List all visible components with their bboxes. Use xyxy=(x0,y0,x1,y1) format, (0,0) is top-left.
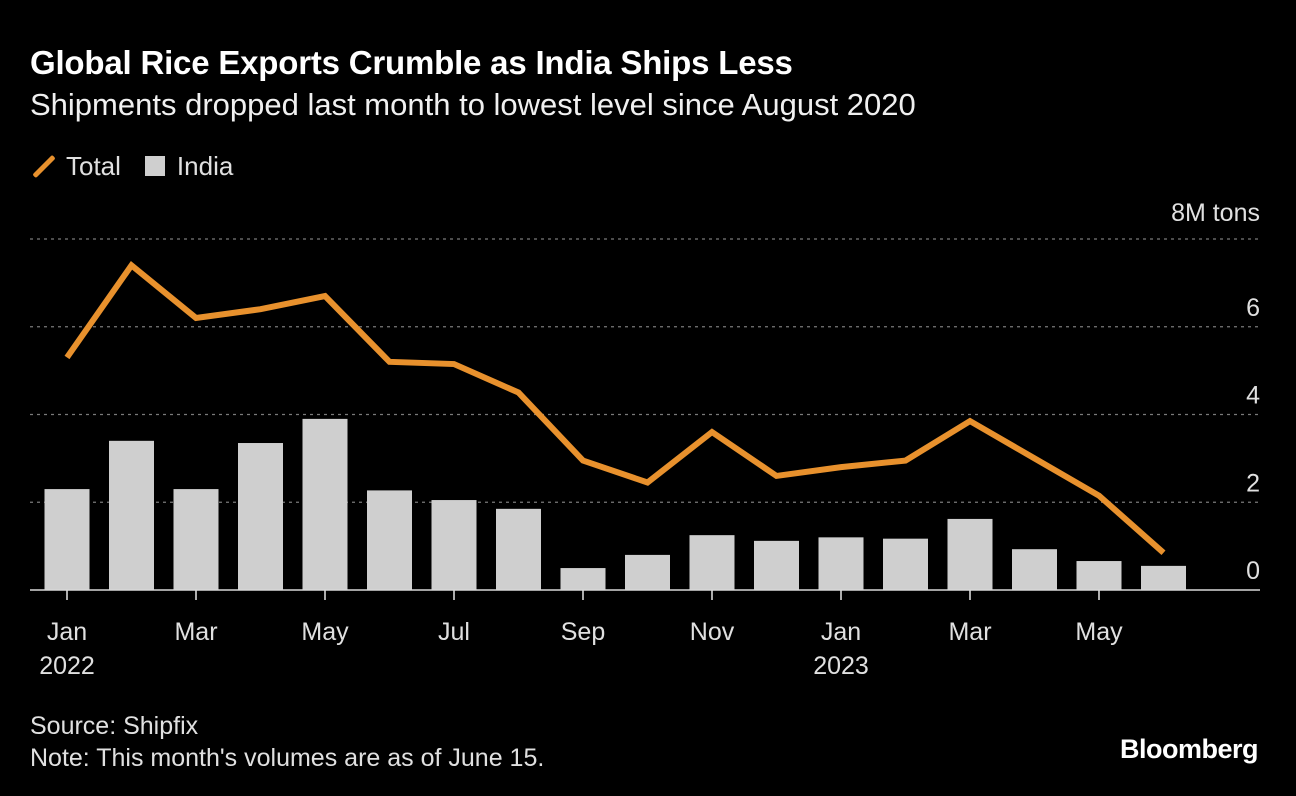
bar-swatch-icon xyxy=(144,156,165,176)
bar-india xyxy=(947,518,993,590)
bar-india xyxy=(431,500,477,590)
x-tick-year-label: 2022 xyxy=(39,652,95,680)
legend-item-india: India xyxy=(144,150,234,182)
x-tick-label: Mar xyxy=(948,618,991,646)
x-tick-label: Jul xyxy=(438,618,470,646)
x-tick-label: May xyxy=(301,618,349,646)
bar-india xyxy=(109,440,154,590)
x-tick-year-label: 2023 xyxy=(813,652,869,680)
bar-india xyxy=(883,538,928,590)
x-tick-label: May xyxy=(1075,618,1123,646)
y-tick-label: 6 xyxy=(1246,294,1260,322)
x-tick-label: Mar xyxy=(174,618,217,646)
y-tick-label: 0 xyxy=(1246,557,1260,585)
legend: Total India xyxy=(30,150,257,182)
x-tick-label: Nov xyxy=(690,618,735,646)
legend-label-india: India xyxy=(176,150,234,181)
legend-item-total: Total xyxy=(30,151,121,182)
chart-subtitle: Shipments dropped last month to lowest l… xyxy=(30,87,916,122)
x-tick-label: Jan xyxy=(821,618,861,646)
x-tick-label: Jan xyxy=(47,618,87,646)
bar-india xyxy=(560,568,606,590)
bar-india xyxy=(44,489,90,590)
y-tick-label: 2 xyxy=(1246,469,1260,497)
x-tick-label: Sep xyxy=(561,618,605,646)
chart-plot: 0 2 4 6 8M tons Jan 2022 Mar May Jul Sep Nov Jan 2023… xyxy=(30,199,1260,680)
bar-india xyxy=(754,540,799,590)
bar-india xyxy=(238,443,283,590)
bar-india xyxy=(367,490,412,590)
bar-india xyxy=(173,489,219,590)
bar-india xyxy=(689,535,735,590)
chart-title: Global Rice Exports Crumble as India Shi… xyxy=(30,44,793,81)
bar-india xyxy=(302,418,348,590)
legend-label-total: Total xyxy=(66,150,121,181)
bar-india xyxy=(818,537,864,590)
source-note: Source: Shipfix xyxy=(30,712,199,740)
bloomberg-logo: Bloomberg xyxy=(1119,734,1259,764)
bar-india xyxy=(1141,565,1186,590)
y-tick-label: 4 xyxy=(1246,382,1260,410)
bar-india xyxy=(496,508,541,590)
bar-india xyxy=(1012,549,1057,590)
bar-india xyxy=(625,554,670,590)
footnote: Note: This month's volumes are as of Jun… xyxy=(30,744,545,772)
line-total xyxy=(64,260,1166,555)
footer: Source: Shipfix Note: This month's volum… xyxy=(30,710,544,774)
bar-india xyxy=(1076,561,1122,590)
y-tick-label: 8M tons xyxy=(1171,199,1260,227)
